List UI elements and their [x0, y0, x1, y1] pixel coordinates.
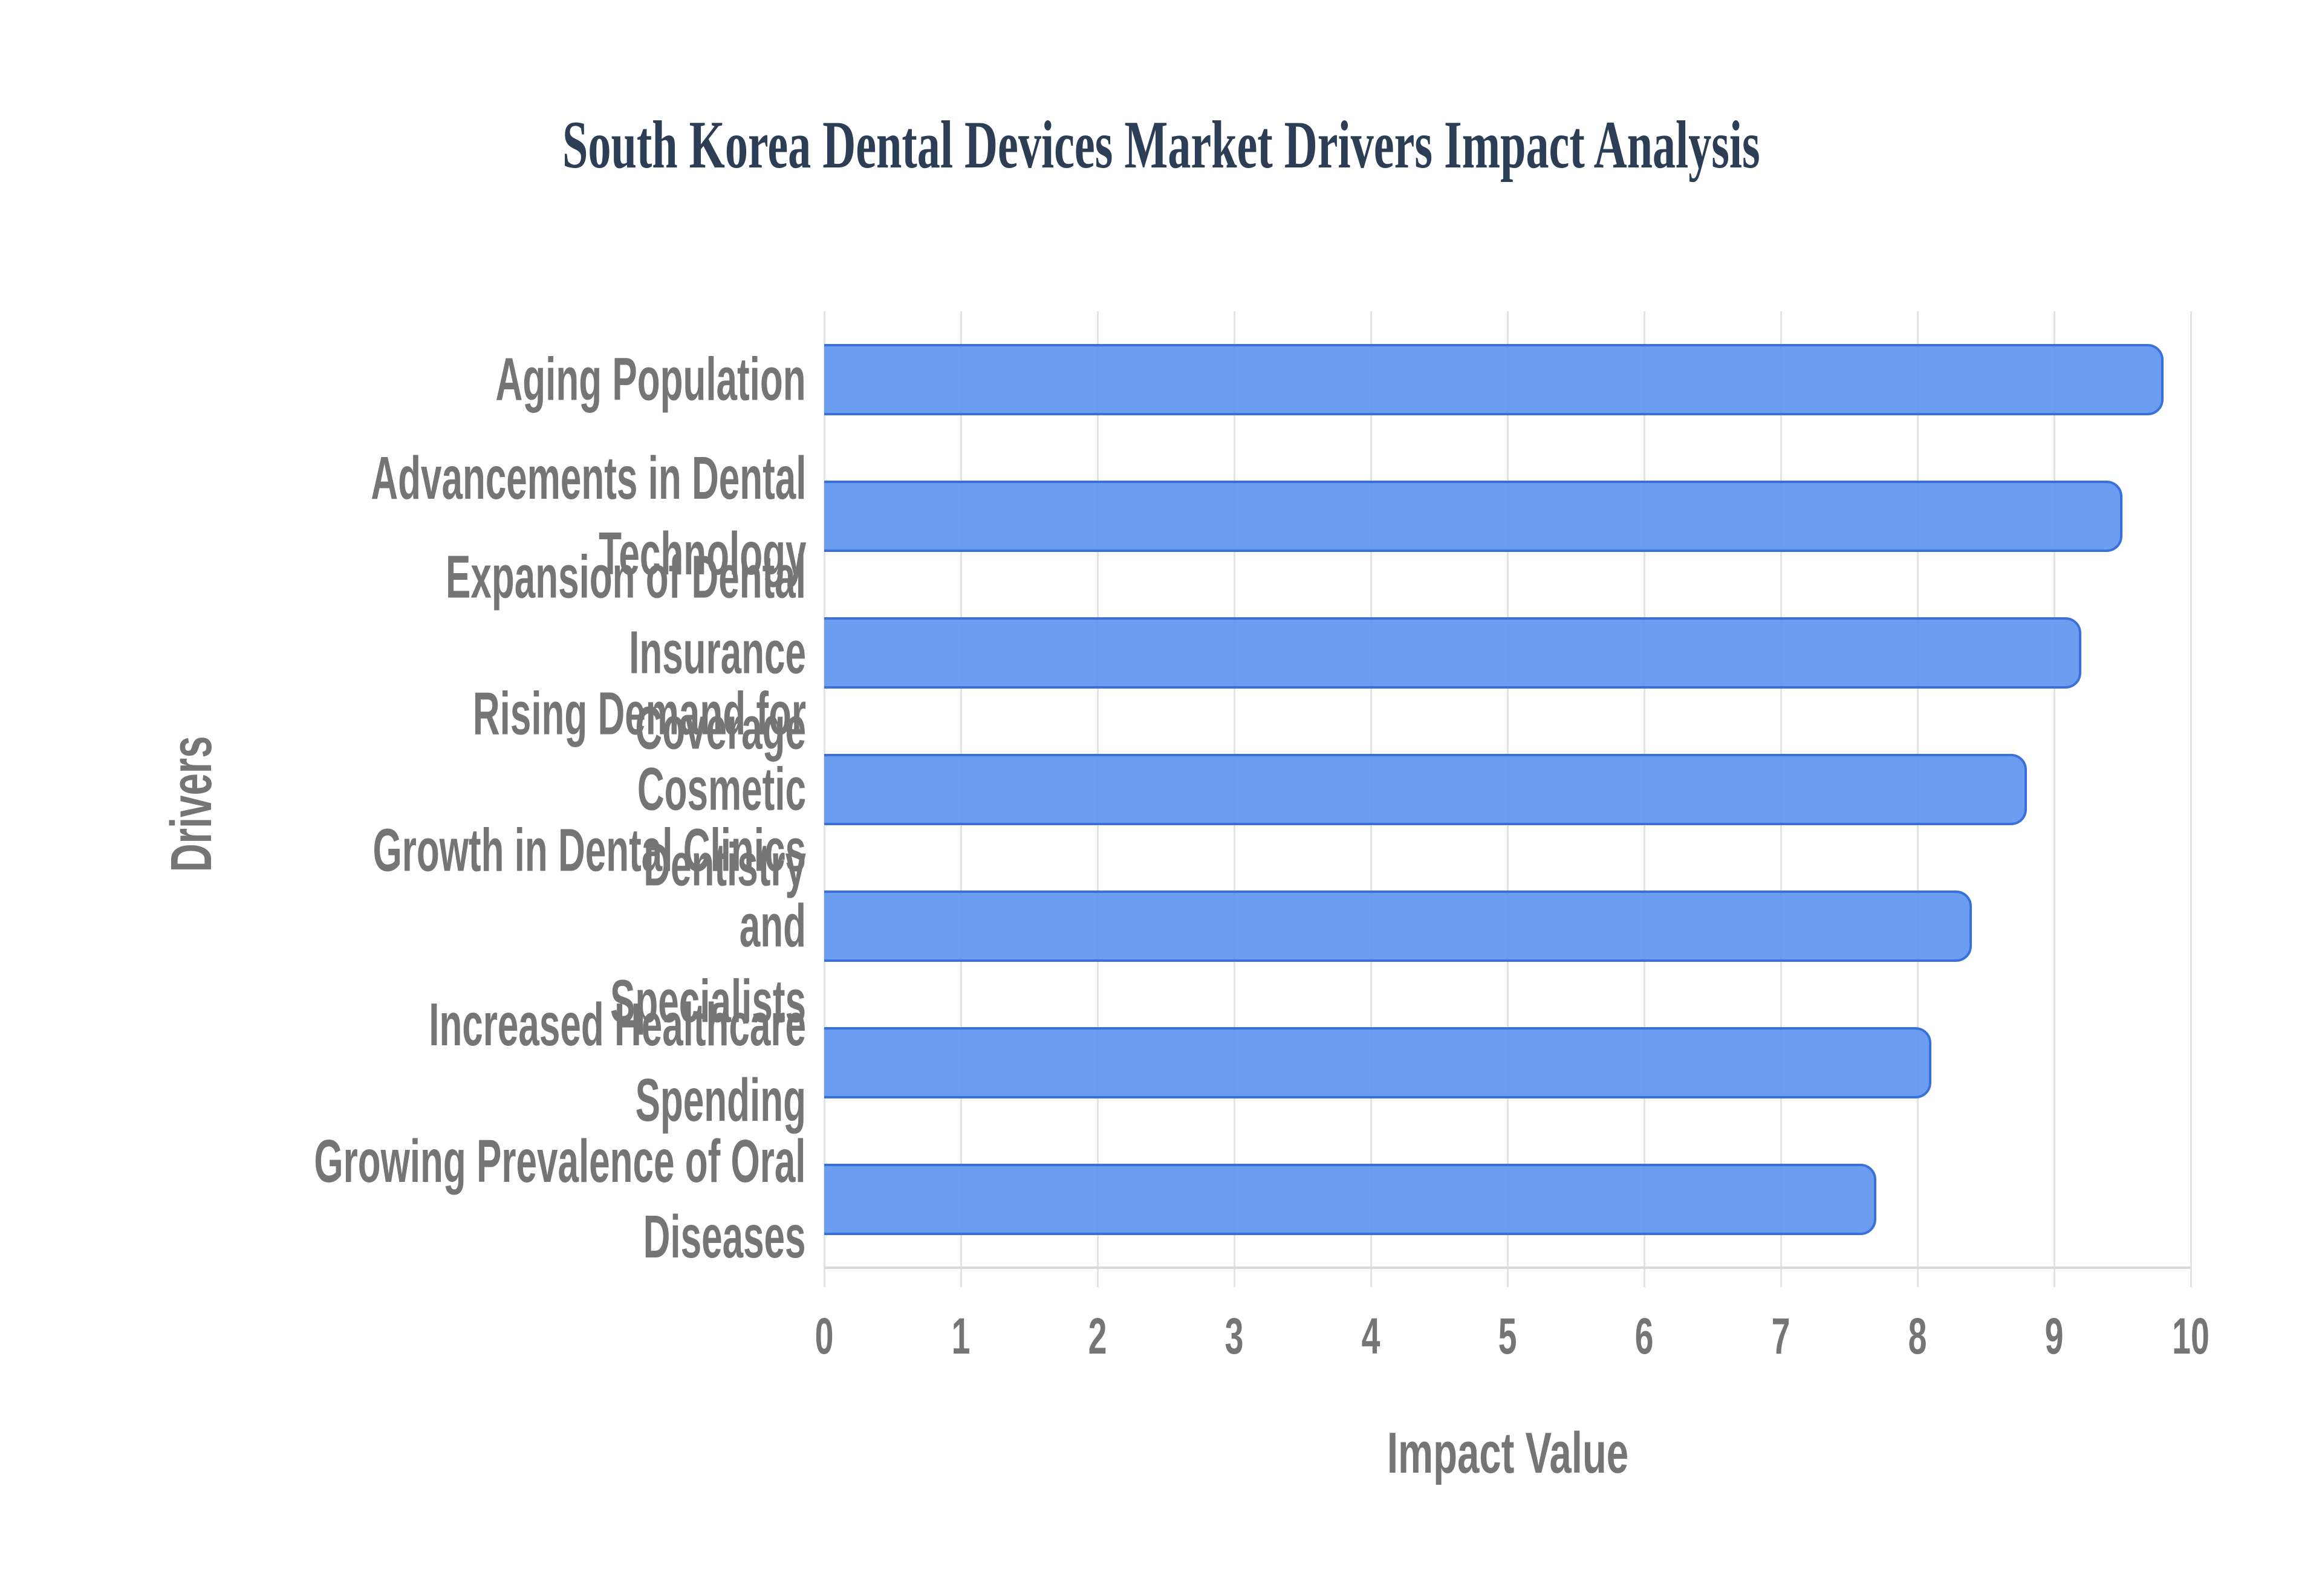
x-tick-label-text: 3 — [1224, 1308, 1244, 1364]
x-tick-label-3: 3 — [1220, 1311, 1249, 1361]
category-label-advancements-in-dental: Advancements in Dental Technology — [104, 441, 806, 592]
x-tick-label-text: 4 — [1361, 1308, 1381, 1364]
bar-advancements-in-dental — [824, 481, 2122, 552]
category-label-increased-healthcare-spending: Increased Healthcare Spending — [0, 987, 806, 1138]
category-label-text: Rising Demand for Cosmetic Dentistry — [472, 680, 806, 899]
x-tick-label-1: 1 — [947, 1311, 975, 1361]
x-tick-label-0: 0 — [810, 1311, 839, 1361]
category-label-text: Advancements in Dental Technology — [370, 444, 806, 588]
x-tick-label-10: 10 — [2162, 1311, 2219, 1361]
category-label-expansion-of-dental-insurance: Expansion of Dental Insurance Coverage — [0, 540, 806, 767]
category-label-text: Growth in Dental Clinics and Specialists — [372, 816, 806, 1036]
bar-growing-prevalence-of-oral — [824, 1164, 1877, 1235]
category-label-rising-demand-for-cosmetic: Rising Demand for Cosmetic Dentistry — [0, 676, 806, 903]
x-tick-label-text: 8 — [1908, 1308, 1927, 1364]
x-tick-label-text: 0 — [815, 1308, 834, 1364]
x-tick-label-4: 4 — [1357, 1311, 1385, 1361]
x-tick-label-6: 6 — [1630, 1311, 1659, 1361]
x-axis-title: Impact Value — [824, 1424, 2191, 1482]
x-tick-label-8: 8 — [1904, 1311, 1932, 1361]
category-label-text: Growing Prevalence of Oral Diseases — [314, 1127, 806, 1271]
x-axis-title-text: Impact Value — [1387, 1421, 1628, 1485]
bar-expansion-of-dental-insurance — [824, 617, 2082, 689]
x-axis-line — [824, 1267, 2191, 1269]
x-tick-label-text: 6 — [1634, 1308, 1654, 1364]
x-tick-label-7: 7 — [1767, 1311, 1795, 1361]
category-label-growing-prevalence-of-oral: Growing Prevalence of Oral Diseases — [13, 1124, 806, 1275]
bar-aging-population — [824, 344, 2164, 415]
category-label-growth-in-dental-clinics-and: Growth in Dental Clinics and Specialists — [0, 813, 806, 1040]
x-tick-label-text: 2 — [1088, 1308, 1107, 1364]
bar-rising-demand-for-cosmetic — [824, 754, 2027, 825]
gridline-x-9 — [2053, 311, 2055, 1287]
x-tick-label-text: 9 — [2044, 1308, 2064, 1364]
chart-title: South Korea Dental Devices Market Driver… — [0, 111, 2322, 179]
x-tick-label-text: 5 — [1498, 1308, 1517, 1364]
bar-increased-healthcare-spending — [824, 1027, 1931, 1098]
x-tick-label-text: 7 — [1771, 1308, 1790, 1364]
gridline-x-10 — [2190, 311, 2192, 1287]
category-label-text: Expansion of Dental Insurance Coverage — [446, 543, 806, 762]
category-label-text: Increased Healthcare Spending — [429, 991, 806, 1134]
x-tick-label-2: 2 — [1084, 1311, 1112, 1361]
bar-growth-in-dental-clinics-and — [824, 890, 1972, 962]
category-label-text: Aging Population — [495, 345, 806, 414]
x-tick-label-text: 1 — [951, 1308, 971, 1364]
category-label-aging-population: Aging Population — [305, 342, 806, 418]
chart-title-text: South Korea Dental Devices Market Driver… — [562, 108, 1760, 183]
plot-area — [823, 311, 2192, 1287]
x-tick-label-5: 5 — [1494, 1311, 1522, 1361]
x-tick-label-9: 9 — [2040, 1311, 2069, 1361]
x-tick-label-text: 10 — [2172, 1308, 2210, 1364]
